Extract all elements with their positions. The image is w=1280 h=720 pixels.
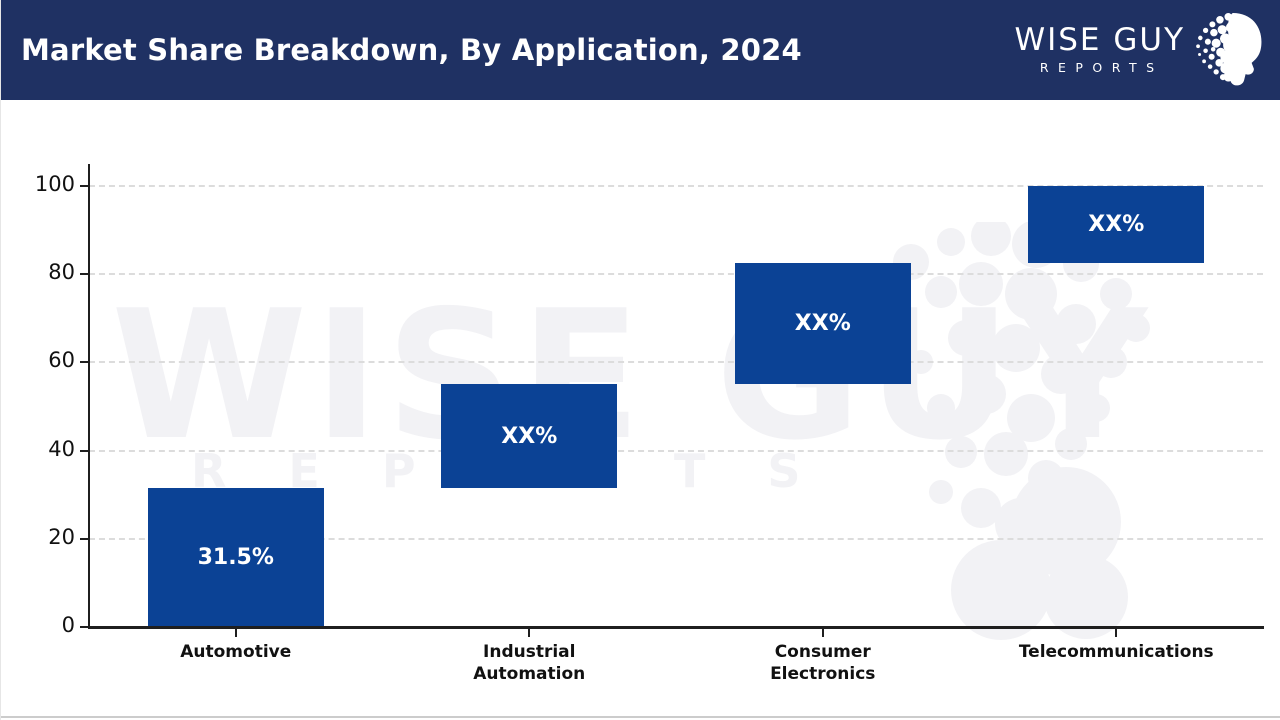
y-axis-tick bbox=[80, 449, 89, 452]
wiseguy-logo: WISE GUY REPORTS bbox=[1014, 10, 1280, 90]
gridline bbox=[89, 449, 1263, 452]
gridline bbox=[89, 185, 1263, 187]
page-title: Market Share Breakdown, By Application, … bbox=[21, 33, 802, 67]
y-axis-tick bbox=[80, 537, 89, 540]
wiseguy-head-icon bbox=[1196, 13, 1262, 86]
y-tick-label: 80 bbox=[48, 260, 75, 285]
logo-subtext: REPORTS bbox=[1039, 60, 1164, 76]
gridline bbox=[89, 537, 1263, 540]
logo-wordmark: WISE GUY bbox=[1014, 22, 1185, 59]
bar-value-label: XX% bbox=[794, 311, 851, 337]
bar: XX% bbox=[441, 384, 618, 489]
x-axis-tick bbox=[528, 629, 531, 637]
bar: 31.5% bbox=[147, 488, 324, 627]
y-tick-label: 60 bbox=[48, 348, 75, 373]
bar-value-label: XX% bbox=[501, 423, 558, 449]
bottom-rule bbox=[1, 716, 1280, 718]
bar: XX% bbox=[1028, 186, 1205, 264]
gridline bbox=[89, 273, 1263, 276]
header: Market Share Breakdown, By Application, … bbox=[1, 0, 1280, 100]
y-axis-line bbox=[88, 164, 90, 628]
x-tick-label: Industrial Automation bbox=[473, 642, 586, 685]
y-axis-tick bbox=[80, 273, 89, 276]
bar: XX% bbox=[734, 263, 911, 385]
x-tick-label: Automotive bbox=[180, 642, 292, 662]
y-tick-label: 40 bbox=[48, 436, 75, 461]
x-axis-line bbox=[88, 626, 1264, 629]
gridline bbox=[89, 361, 1263, 364]
y-tick-label: 20 bbox=[48, 524, 75, 549]
bar-value-label: XX% bbox=[1088, 212, 1145, 238]
logo-text: WISE GUY REPORTS bbox=[1014, 25, 1185, 75]
x-tick-label: Consumer Electronics bbox=[770, 642, 876, 685]
x-axis-tick bbox=[821, 629, 824, 637]
y-axis-tick bbox=[80, 626, 89, 628]
bar-value-label: 31.5% bbox=[197, 545, 274, 571]
y-axis-tick bbox=[80, 361, 89, 364]
y-tick-label: 100 bbox=[34, 172, 75, 196]
y-tick-label: 0 bbox=[61, 613, 75, 637]
x-axis-tick bbox=[234, 629, 237, 637]
x-axis-tick bbox=[1115, 629, 1118, 637]
x-tick-label: Telecommunications bbox=[1018, 642, 1214, 662]
y-axis-tick bbox=[80, 185, 89, 187]
